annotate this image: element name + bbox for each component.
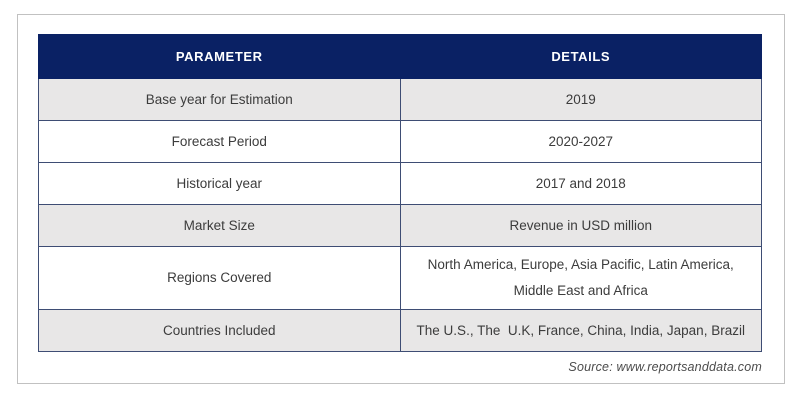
table-row: Historical year 2017 and 2018 (38, 162, 762, 205)
table-row: Forecast Period 2020-2027 (38, 120, 762, 163)
table-row: Countries Included The U.S., The U.K, Fr… (38, 309, 762, 352)
table-header: PARAMETER DETAILS (38, 34, 762, 79)
parameter-cell: Forecast Period (38, 120, 401, 163)
parameter-cell: Market Size (38, 204, 401, 247)
table-body: Base year for Estimation 2019 Forecast P… (38, 78, 762, 352)
table-row: Base year for Estimation 2019 (38, 78, 762, 121)
table-row: Market Size Revenue in USD million (38, 204, 762, 247)
header-row: PARAMETER DETAILS (38, 34, 762, 79)
details-cell: 2019 (399, 78, 762, 121)
report-scope-card: PARAMETER DETAILS Base year for Estimati… (17, 14, 785, 384)
parameter-cell: Base year for Estimation (38, 78, 401, 121)
details-cell: North America, Europe, Asia Pacific, Lat… (399, 246, 762, 310)
parameter-cell: Countries Included (38, 309, 401, 352)
parameter-cell: Historical year (38, 162, 401, 205)
details-cell: Revenue in USD million (399, 204, 762, 247)
column-header-details: DETAILS (399, 34, 762, 79)
source-attribution: Source: www.reportsanddata.com (568, 360, 762, 374)
parameter-cell: Regions Covered (38, 246, 401, 310)
table-row: Regions Covered North America, Europe, A… (38, 246, 762, 310)
details-cell: 2020-2027 (399, 120, 762, 163)
column-header-parameter: PARAMETER (38, 34, 401, 79)
details-cell: The U.S., The U.K, France, China, India,… (399, 309, 762, 352)
report-scope-table: PARAMETER DETAILS Base year for Estimati… (38, 34, 762, 352)
details-cell: 2017 and 2018 (399, 162, 762, 205)
